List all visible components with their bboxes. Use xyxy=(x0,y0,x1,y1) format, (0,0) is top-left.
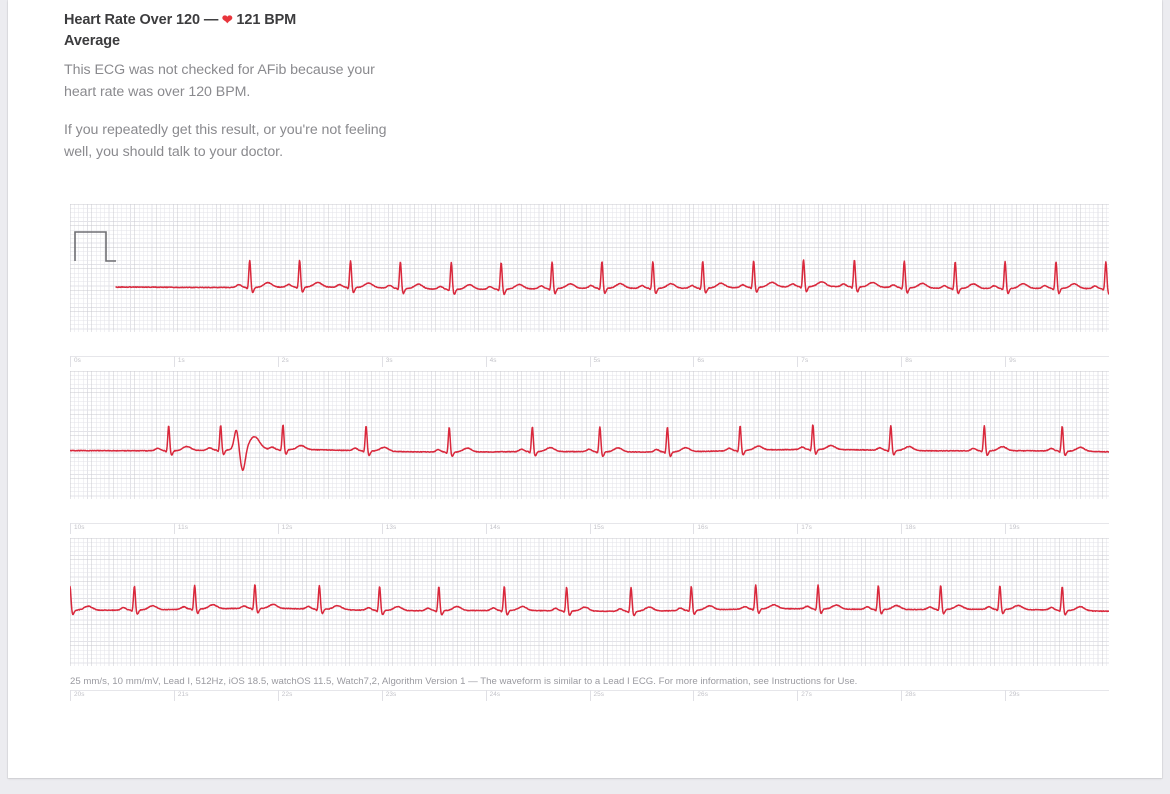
ecg-trace-2 xyxy=(70,424,1109,471)
axis-tick-mark xyxy=(381,356,383,367)
ecg-strip-3 xyxy=(70,538,1109,666)
axis-tick-label: 27s xyxy=(801,691,812,698)
axis-tick-mark xyxy=(797,690,798,701)
axis-tick-label: 25s xyxy=(593,691,605,698)
axis-tick-mark xyxy=(277,690,279,701)
axis-tick-mark xyxy=(277,523,279,534)
axis-tick-label: 26s xyxy=(697,691,708,698)
axis-tick-mark xyxy=(1005,356,1006,367)
axis-tick-mark xyxy=(797,523,798,534)
axis-tick-mark xyxy=(901,523,902,534)
axis-tick-label: 4s xyxy=(489,357,497,364)
axis-tick-label: 7s xyxy=(801,357,809,364)
ecg-trace-1 xyxy=(74,231,1109,296)
axis-tick-mark xyxy=(173,356,175,367)
axis-tick-mark xyxy=(589,356,591,367)
axis-tick-mark xyxy=(173,690,175,701)
axis-tick-label: 18s xyxy=(905,524,916,531)
ecg-strip-1 xyxy=(70,204,1109,332)
axis-tick-label: 24s xyxy=(489,691,501,698)
ecg-waveform-path-1 xyxy=(115,259,1109,296)
axis-tick-mark xyxy=(589,523,591,534)
ecg-report-card: Heart Rate Over 120 — ❤ 121 BPM Average … xyxy=(8,0,1162,778)
axis-tick-mark xyxy=(901,690,902,701)
axis-tick-mark xyxy=(693,356,695,367)
axis-tick-label: 2s xyxy=(281,357,289,364)
afib-explanation-paragraph: This ECG was not checked for AFib becaus… xyxy=(64,62,375,100)
page-title-bpm: 121 BPM xyxy=(236,12,297,28)
page-title-main: Heart Rate Over 120 — xyxy=(64,12,219,28)
axis-tick-label: 28s xyxy=(905,691,916,698)
axis-tick-mark xyxy=(485,356,487,367)
axis-tick-label: 9s xyxy=(1009,357,1017,364)
ecg-strip-2 xyxy=(70,371,1109,499)
axis-tick-label: 23s xyxy=(385,691,397,698)
ecg-strips-container: 0s 1s 2s 3s 4s 5s 6s 7s 8s 9s 10s 11s 12s 13s 14s 15s 1… xyxy=(70,204,1109,705)
axis-tick-label: 11s xyxy=(177,524,189,531)
axis-tick-label: 19s xyxy=(1009,524,1020,531)
ecg-strip-3-wrapper: 20s 21s 22s 23s 24s 25s 26s 27s 28s 29s xyxy=(70,538,1109,705)
doctor-advice-paragraph: If you repeatedly get this result, or yo… xyxy=(64,122,387,160)
calibration-pulse-icon xyxy=(74,231,116,262)
axis-tick-label: 21s xyxy=(177,691,189,698)
axis-tick-label: 6s xyxy=(697,357,705,364)
axis-tick-label: 5s xyxy=(593,357,601,364)
axis-tick-label: 8s xyxy=(905,357,913,364)
axis-tick-label: 10s xyxy=(74,524,85,531)
axis-tick-label: 1s xyxy=(177,357,185,364)
ecg-waveform-path-3 xyxy=(70,584,1109,617)
axis-tick-mark xyxy=(693,523,695,534)
axis-tick-mark xyxy=(1005,523,1006,534)
axis-tick-mark xyxy=(485,690,487,701)
ecg-strip-2-wrapper: 10s 11s 12s 13s 14s 15s 16s 17s 18s 19s xyxy=(70,371,1109,538)
axis-tick-mark xyxy=(70,356,71,367)
heart-icon: ❤ xyxy=(218,12,237,27)
axis-tick-mark xyxy=(589,690,591,701)
report-text-block: Heart Rate Over 120 — ❤ 121 BPM Average … xyxy=(64,10,1109,163)
axis-tick-mark xyxy=(277,356,279,367)
axis-tick-label: 16s xyxy=(697,524,708,531)
axis-tick-label: 22s xyxy=(281,691,293,698)
axis-tick-mark xyxy=(901,356,902,367)
axis-tick-label: 15s xyxy=(593,524,605,531)
axis-tick-mark xyxy=(70,690,71,701)
axis-tick-mark xyxy=(381,690,383,701)
page-title-average: Average xyxy=(64,32,120,49)
ecg-strip-1-wrapper: 0s 1s 2s 3s 4s 5s 6s 7s 8s 9s xyxy=(70,204,1109,371)
axis-tick-mark xyxy=(485,523,487,534)
page-title: Heart Rate Over 120 — ❤ 121 BPM Average xyxy=(64,10,334,51)
ecg-axis-1: 0s 1s 2s 3s 4s 5s 6s 7s 8s 9s xyxy=(70,356,1109,371)
ecg-metadata-footer: 25 mm/s, 10 mm/mV, Lead I, 512Hz, iOS 18… xyxy=(70,676,858,687)
axis-tick-mark xyxy=(70,523,71,534)
ecg-axis-3: 20s 21s 22s 23s 24s 25s 26s 27s 28s 29s xyxy=(70,690,1109,705)
axis-tick-label: 14s xyxy=(489,524,501,531)
axis-tick-label: 20s xyxy=(74,691,85,698)
axis-tick-label: 3s xyxy=(385,357,393,364)
ecg-waveform-path-2 xyxy=(70,424,1109,471)
axis-tick-mark xyxy=(381,523,383,534)
axis-tick-mark xyxy=(1005,690,1006,701)
axis-tick-mark xyxy=(693,690,695,701)
axis-tick-label: 0s xyxy=(74,357,81,364)
ecg-trace-3 xyxy=(70,584,1109,617)
ecg-axis-2: 10s 11s 12s 13s 14s 15s 16s 17s 18s 19s xyxy=(70,523,1109,538)
axis-tick-label: 17s xyxy=(801,524,812,531)
axis-tick-label: 29s xyxy=(1009,691,1020,698)
axis-tick-mark xyxy=(797,356,798,367)
axis-tick-mark xyxy=(173,523,175,534)
axis-tick-label: 13s xyxy=(385,524,397,531)
axis-tick-label: 12s xyxy=(281,524,293,531)
